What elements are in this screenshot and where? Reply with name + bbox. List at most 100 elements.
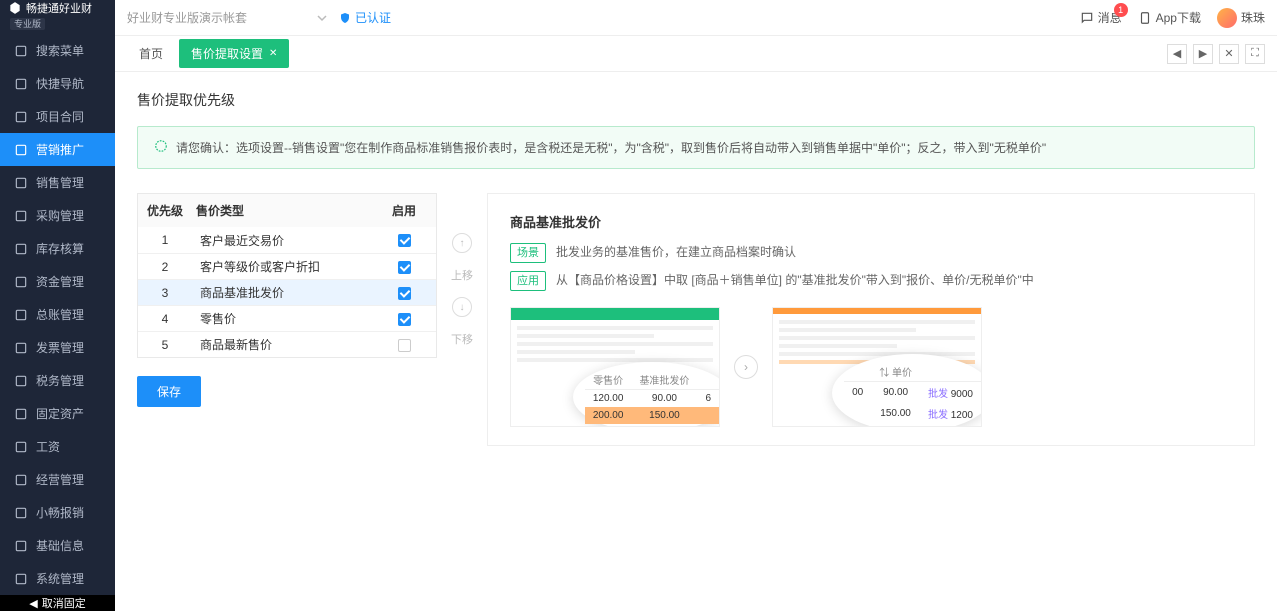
sidebar-item-1[interactable]: 快捷导航 bbox=[0, 67, 115, 100]
phone-icon bbox=[1138, 11, 1152, 25]
info-icon bbox=[14, 539, 28, 553]
avatar bbox=[1217, 8, 1237, 28]
enable-checkbox[interactable] bbox=[398, 313, 411, 326]
move-down-button[interactable]: ↓ bbox=[452, 297, 472, 317]
biz-icon bbox=[14, 473, 28, 487]
table-row[interactable]: 5商品最新售价 bbox=[138, 331, 436, 357]
tab-prev-button[interactable]: ◀ bbox=[1167, 44, 1187, 64]
topbar: 好业财专业版演示帐套 已认证 消息 1 App下载 珠珠 bbox=[115, 0, 1277, 36]
enable-checkbox[interactable] bbox=[398, 234, 411, 247]
close-icon[interactable]: ✕ bbox=[269, 48, 277, 59]
brand-name: 畅捷通好业财 bbox=[26, 0, 92, 16]
tax-icon bbox=[14, 374, 28, 388]
apply-text: 从【商品价格设置】中取 [商品＋销售单位] 的"基准批发价"带入到"报价、单价/… bbox=[556, 271, 1034, 289]
asset-icon bbox=[14, 407, 28, 421]
sidebar-item-3[interactable]: 营销推广 bbox=[0, 133, 115, 166]
home-icon bbox=[14, 77, 28, 91]
sys-icon bbox=[14, 572, 28, 586]
sidebar-item-label: 系统管理 bbox=[36, 570, 84, 587]
sidebar-item-12[interactable]: 工资 bbox=[0, 430, 115, 463]
user-menu[interactable]: 珠珠 bbox=[1217, 8, 1265, 28]
explain-title: 商品基准批发价 bbox=[510, 212, 1232, 231]
sidebar-item-2[interactable]: 项目合同 bbox=[0, 100, 115, 133]
enable-checkbox[interactable] bbox=[398, 339, 411, 352]
sidebar-item-label: 小畅报销 bbox=[36, 504, 84, 521]
sidebar: 畅捷通好业财 专业版 搜索菜单快捷导航项目合同营销推广销售管理采购管理库存核算资… bbox=[0, 0, 115, 607]
move-up-button[interactable]: ↑ bbox=[452, 233, 472, 253]
lightbulb-icon bbox=[154, 139, 168, 156]
sidebar-item-0[interactable]: 搜索菜单 bbox=[0, 34, 115, 67]
bx-icon bbox=[14, 506, 28, 520]
content: 售价提取优先级 请您确认：选项设置--销售设置"您在制作商品标准销售报价表时，是… bbox=[115, 72, 1277, 607]
sidebar-item-label: 工资 bbox=[36, 438, 60, 455]
bag-icon bbox=[14, 209, 28, 223]
save-button[interactable]: 保存 bbox=[137, 376, 201, 407]
invoice-icon bbox=[14, 341, 28, 355]
sidebar-item-6[interactable]: 库存核算 bbox=[0, 232, 115, 265]
grid-icon bbox=[14, 143, 28, 157]
preview-source-bubble: 零售价基准批发价 120.0090.006 200.00150.00 bbox=[573, 362, 720, 427]
doc-icon bbox=[14, 110, 28, 124]
sidebar-item-label: 固定资产 bbox=[36, 405, 84, 422]
sidebar-item-label: 资金管理 bbox=[36, 273, 84, 290]
app-download-button[interactable]: App下载 bbox=[1138, 9, 1201, 26]
chevron-down-icon bbox=[317, 13, 327, 23]
table-row[interactable]: 2客户等级价或客户折扣 bbox=[138, 253, 436, 279]
sidebar-item-8[interactable]: 总账管理 bbox=[0, 298, 115, 331]
page-title: 售价提取优先级 bbox=[137, 90, 1255, 110]
enable-checkbox[interactable] bbox=[398, 287, 411, 300]
notification-badge: 1 bbox=[1114, 3, 1128, 17]
sidebar-item-14[interactable]: 小畅报销 bbox=[0, 496, 115, 529]
sidebar-item-label: 经营管理 bbox=[36, 471, 84, 488]
sidebar-item-16[interactable]: 系统管理 bbox=[0, 562, 115, 595]
sidebar-item-label: 发票管理 bbox=[36, 339, 84, 356]
apply-tag: 应用 bbox=[510, 271, 546, 291]
tabs-bar: 首页 售价提取设置 ✕ ◀ ▶ ✕ ⛶ bbox=[115, 36, 1277, 72]
search-icon bbox=[14, 44, 28, 58]
brand-logo: 畅捷通好业财 bbox=[0, 0, 115, 16]
message-icon bbox=[1080, 11, 1094, 25]
tab-next-button[interactable]: ▶ bbox=[1193, 44, 1213, 64]
shield-icon bbox=[339, 12, 351, 24]
gear-icon bbox=[14, 176, 28, 190]
preview-target-bubble: ⇅ 单价 0090.00批发 9000 150.00批发 1200 bbox=[832, 354, 982, 427]
table-row[interactable]: 1客户最近交易价 bbox=[138, 227, 436, 253]
sidebar-item-label: 搜索菜单 bbox=[36, 42, 84, 59]
table-row[interactable]: 3商品基准批发价 bbox=[138, 279, 436, 305]
sidebar-item-label: 快捷导航 bbox=[36, 75, 84, 92]
scene-text: 批发业务的基准售价，在建立商品档案时确认 bbox=[556, 243, 796, 261]
tab-home[interactable]: 首页 bbox=[127, 39, 175, 68]
enable-checkbox[interactable] bbox=[398, 261, 411, 274]
main: 好业财专业版演示帐套 已认证 消息 1 App下载 珠珠 bbox=[115, 0, 1277, 607]
sidebar-pin-toggle[interactable]: ◀取消固定 bbox=[0, 595, 115, 611]
table-row[interactable]: 4零售价 bbox=[138, 305, 436, 331]
sidebar-item-10[interactable]: 税务管理 bbox=[0, 364, 115, 397]
tab-close-all-button[interactable]: ✕ bbox=[1219, 44, 1239, 64]
money-icon bbox=[14, 275, 28, 289]
sidebar-item-label: 项目合同 bbox=[36, 108, 84, 125]
tab-price-settings[interactable]: 售价提取设置 ✕ bbox=[179, 39, 289, 68]
sidebar-item-5[interactable]: 采购管理 bbox=[0, 199, 115, 232]
sidebar-item-9[interactable]: 发票管理 bbox=[0, 331, 115, 364]
sidebar-item-4[interactable]: 销售管理 bbox=[0, 166, 115, 199]
sidebar-item-15[interactable]: 基础信息 bbox=[0, 529, 115, 562]
sidebar-item-11[interactable]: 固定资产 bbox=[0, 397, 115, 430]
pay-icon bbox=[14, 440, 28, 454]
sidebar-item-7[interactable]: 资金管理 bbox=[0, 265, 115, 298]
verified-badge: 已认证 bbox=[339, 9, 391, 26]
table-header: 优先级 售价类型 启用 bbox=[138, 194, 436, 227]
brand-edition: 专业版 bbox=[10, 18, 45, 30]
sidebar-item-13[interactable]: 经营管理 bbox=[0, 463, 115, 496]
sidebar-item-label: 税务管理 bbox=[36, 372, 84, 389]
account-selector[interactable]: 好业财专业版演示帐套 bbox=[127, 9, 327, 26]
info-alert: 请您确认：选项设置--销售设置"您在制作商品标准销售报价表时，是含税还是无税"，… bbox=[137, 126, 1255, 169]
arrow-icon: › bbox=[734, 355, 758, 379]
ledger-icon bbox=[14, 308, 28, 322]
sidebar-item-label: 销售管理 bbox=[36, 174, 84, 191]
priority-table: 优先级 售价类型 启用 1客户最近交易价2客户等级价或客户折扣3商品基准批发价4… bbox=[137, 193, 437, 358]
alert-text: 请您确认：选项设置--销售设置"您在制作商品标准销售报价表时，是含税还是无税"，… bbox=[176, 139, 1046, 156]
fullscreen-button[interactable]: ⛶ bbox=[1245, 44, 1265, 64]
box-icon bbox=[14, 242, 28, 256]
preview-source: 零售价基准批发价 120.0090.006 200.00150.00 bbox=[510, 307, 720, 427]
messages-button[interactable]: 消息 1 bbox=[1080, 9, 1122, 26]
